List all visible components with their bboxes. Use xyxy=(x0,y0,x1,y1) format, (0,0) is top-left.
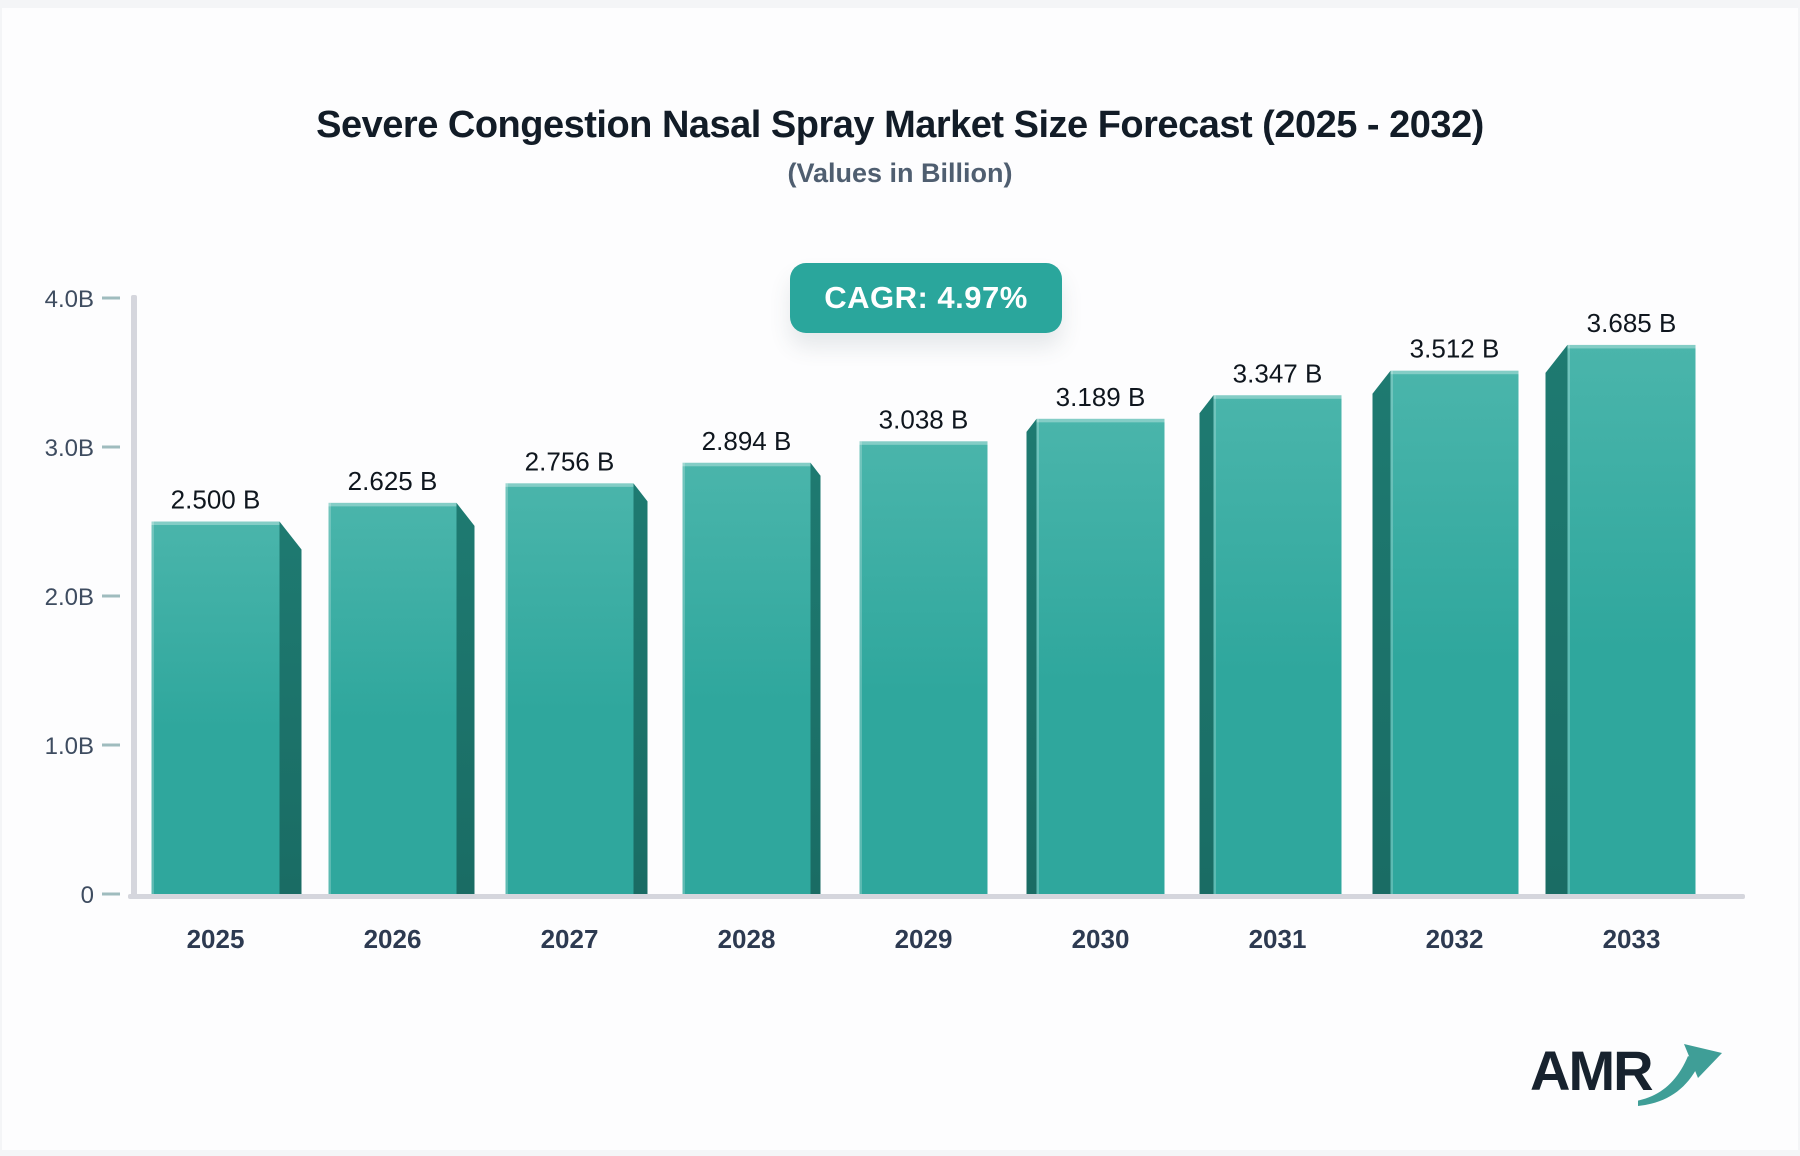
bar-body xyxy=(328,502,457,894)
bar-left-highlight xyxy=(682,462,685,894)
bar-value-label: 3.038 B xyxy=(879,404,969,434)
bar-top-highlight xyxy=(151,521,280,525)
y-axis-line xyxy=(131,295,137,898)
x-category-label: 2027 xyxy=(541,924,599,954)
bar-side-face xyxy=(279,521,302,894)
y-tick-label: 3.0B xyxy=(45,435,94,462)
bar-body xyxy=(1567,344,1696,894)
bar-value-label: 3.512 B xyxy=(1410,334,1500,364)
x-category-label: 2025 xyxy=(187,924,245,954)
bar-2033: 3.685 B 2033 xyxy=(1545,308,1696,954)
bar-2027: 2.756 B 2027 xyxy=(505,446,648,954)
bar-body xyxy=(682,462,811,894)
chart-card: Severe Congestion Nasal Spray Market Siz… xyxy=(2,8,1798,1150)
bar-left-highlight xyxy=(151,521,154,894)
bar-2026: 2.625 B 2026 xyxy=(328,466,475,954)
y-tick-label: 0 xyxy=(81,882,94,909)
bar-side-face xyxy=(810,462,821,894)
bar-left-highlight xyxy=(859,441,862,894)
bar-2031: 3.347 B 2031 xyxy=(1199,358,1342,954)
y-tick-label: 4.0B xyxy=(45,286,94,313)
bar-value-label: 3.347 B xyxy=(1233,358,1323,388)
bar-left-highlight xyxy=(505,483,508,894)
bar-top-highlight xyxy=(682,462,811,467)
growth-arrow-icon xyxy=(1637,1044,1722,1106)
y-tick-dash xyxy=(102,892,120,896)
bar-body xyxy=(505,483,634,894)
bar-2032: 3.512 B 2032 xyxy=(1372,334,1519,954)
x-category-label: 2030 xyxy=(1072,924,1130,954)
bar-side-face xyxy=(1372,370,1391,894)
x-axis-line xyxy=(128,894,1745,899)
bar-body xyxy=(151,521,280,894)
bar-side-face xyxy=(1545,344,1568,894)
bar-side-face xyxy=(1199,395,1214,894)
bar-side-face xyxy=(1026,418,1037,894)
bar-body xyxy=(1036,418,1165,894)
bar-top-highlight xyxy=(1213,395,1342,399)
cagr-badge: CAGR: 4.97% xyxy=(790,263,1062,333)
bar-value-label: 2.756 B xyxy=(525,446,615,476)
x-category-label: 2033 xyxy=(1603,924,1661,954)
bar-2029: 3.038 B 2029 xyxy=(859,404,988,954)
bar-2025: 2.500 B 2025 xyxy=(151,485,302,954)
bar-left-highlight xyxy=(328,502,331,894)
amr-logo-text: AMR xyxy=(1530,1039,1654,1102)
bar-top-highlight xyxy=(1567,344,1696,349)
bar-value-label: 2.625 B xyxy=(348,466,438,496)
bar-body xyxy=(859,441,988,894)
bar-top-highlight xyxy=(1036,418,1165,423)
bar-value-label: 3.189 B xyxy=(1056,382,1146,412)
bar-value-label: 3.685 B xyxy=(1587,308,1677,338)
bar-top-highlight xyxy=(328,502,457,507)
y-tick-label: 1.0B xyxy=(45,733,94,760)
y-tick-label: 2.0B xyxy=(45,584,94,611)
y-tick-dash xyxy=(102,296,120,300)
chart-subtitle: (Values in Billion) xyxy=(787,158,1013,188)
bar-body xyxy=(1213,395,1342,894)
bar-left-highlight xyxy=(1567,344,1570,894)
bar-value-label: 2.500 B xyxy=(171,485,261,515)
bar-side-face xyxy=(633,483,648,894)
bar-value-label: 2.894 B xyxy=(702,426,792,456)
chart-title: Severe Congestion Nasal Spray Market Siz… xyxy=(316,104,1484,146)
bar-2030: 3.189 B 2030 xyxy=(1026,382,1165,954)
bar-left-highlight xyxy=(1036,418,1039,894)
bar-left-highlight xyxy=(1213,395,1216,894)
x-category-label: 2032 xyxy=(1426,924,1484,954)
x-category-label: 2031 xyxy=(1249,924,1307,954)
bar-left-highlight xyxy=(1390,370,1393,894)
bar-top-highlight xyxy=(859,441,988,445)
bar-top-highlight xyxy=(505,483,634,487)
bar-top-highlight xyxy=(1390,370,1519,375)
x-category-label: 2029 xyxy=(895,924,953,954)
y-tick-dash xyxy=(102,445,120,449)
bar-2028: 2.894 B 2028 xyxy=(682,426,821,954)
y-tick-dash xyxy=(102,594,120,598)
x-category-label: 2026 xyxy=(364,924,422,954)
bar-side-face xyxy=(456,502,475,894)
bar-body xyxy=(1390,370,1519,894)
amr-logo: AMR xyxy=(1530,1040,1740,1130)
y-tick-dash xyxy=(102,743,120,747)
x-category-label: 2028 xyxy=(718,924,776,954)
